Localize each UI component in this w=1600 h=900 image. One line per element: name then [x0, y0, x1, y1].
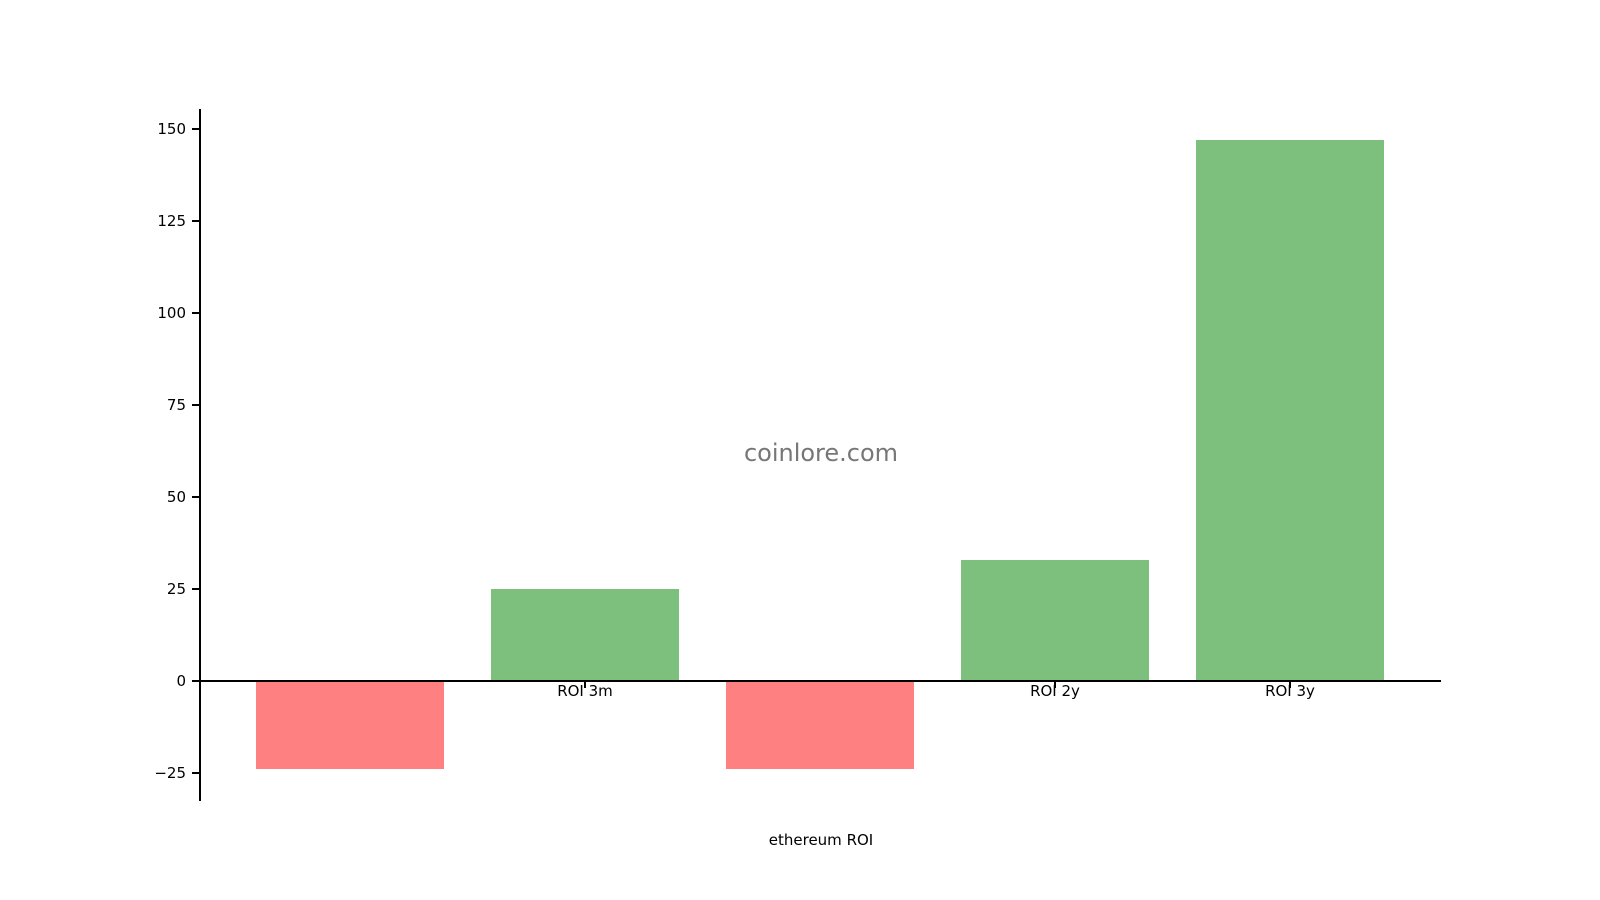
y-tick-mark	[192, 312, 199, 314]
x-tick-label-roi-3y: ROI 3y	[1265, 682, 1315, 700]
y-tick-mark	[192, 220, 199, 222]
y-tick-label: −25	[154, 764, 186, 782]
y-tick-mark	[192, 772, 199, 774]
bar-unlabeled-2	[726, 681, 914, 770]
y-tick-label: 0	[176, 672, 186, 690]
y-tick-mark	[192, 496, 199, 498]
y-tick-label: 125	[157, 212, 186, 230]
x-tick-label-roi-3m: ROI 3m	[557, 682, 613, 700]
bar-roi-3y	[1196, 140, 1384, 681]
y-tick-label: 75	[166, 396, 186, 414]
y-axis-line	[199, 109, 201, 801]
bar-roi-2y	[961, 559, 1149, 681]
x-axis-line	[199, 680, 1441, 682]
x-tick-mark	[1289, 682, 1291, 688]
y-tick-label: 50	[166, 488, 186, 506]
y-tick-mark	[192, 128, 199, 130]
y-tick-label: 150	[157, 120, 186, 138]
x-tick-label-roi-2y: ROI 2y	[1030, 682, 1080, 700]
y-tick-label: 25	[166, 580, 186, 598]
x-axis-title: ethereum ROI	[768, 831, 874, 849]
watermark-text: coinlore.com	[743, 439, 899, 467]
y-tick-mark	[192, 404, 199, 406]
bar-roi-3m	[491, 589, 679, 681]
y-tick-mark	[192, 588, 199, 590]
x-tick-mark	[584, 682, 586, 688]
x-tick-mark	[1054, 682, 1056, 688]
bar-unlabeled-0	[256, 681, 444, 770]
y-tick-label: 100	[157, 304, 186, 322]
y-tick-mark	[192, 680, 199, 682]
